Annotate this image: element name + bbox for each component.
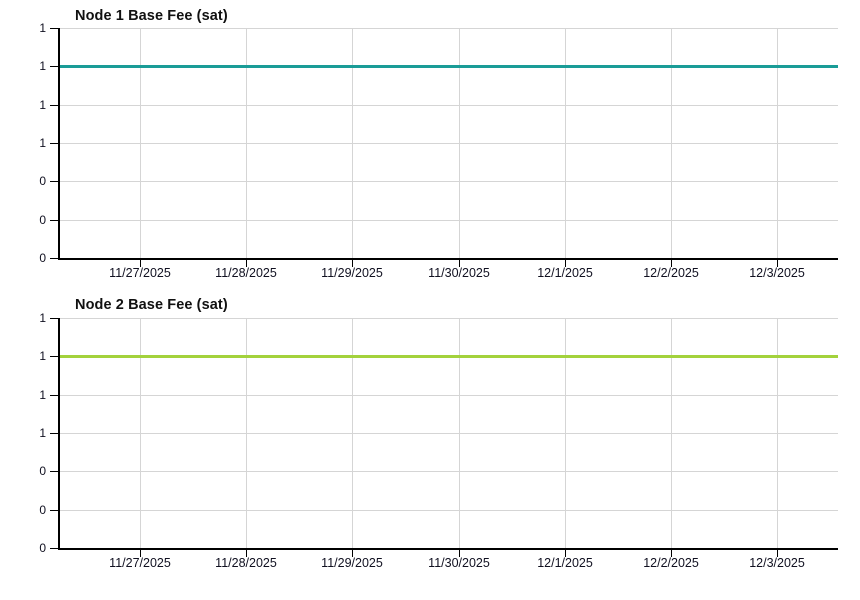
x-axis-tick-label: 12/3/2025	[749, 266, 805, 280]
y-axis-tick	[50, 181, 58, 182]
h-gridline	[60, 27, 838, 29]
y-axis-tick-label: 0	[39, 251, 46, 265]
h-gridline	[60, 180, 838, 182]
y-axis-tick	[50, 220, 58, 221]
x-axis-tick-label: 11/30/2025	[428, 556, 490, 570]
y-axis-tick-label: 1	[39, 349, 46, 363]
y-axis-tick	[50, 510, 58, 511]
y-axis-tick-label: 1	[39, 426, 46, 440]
x-axis-tick	[670, 548, 672, 557]
data-series-line-Node-1-base-fee	[60, 65, 838, 68]
v-gridline	[458, 318, 460, 548]
y-axis-tick	[50, 471, 58, 472]
x-axis-tick	[351, 258, 353, 267]
y-axis-tick	[50, 433, 58, 434]
y-axis-tick-label: 1	[39, 136, 46, 150]
data-series-line-Node-2-base-fee	[60, 355, 838, 358]
x-axis-tick-label: 12/1/2025	[537, 556, 593, 570]
y-axis-tick	[50, 395, 58, 396]
h-gridline	[60, 142, 838, 144]
y-axis-tick	[50, 28, 58, 29]
x-axis-tick-label: 11/29/2025	[321, 266, 383, 280]
x-axis-tick	[670, 258, 672, 267]
x-axis-tick-label: 11/28/2025	[215, 556, 277, 570]
x-axis-tick-label: 11/30/2025	[428, 266, 490, 280]
h-gridline	[60, 394, 838, 396]
chart-title-node2: Node 2 Base Fee (sat)	[75, 297, 228, 313]
x-axis-tick-label: 11/27/2025	[109, 556, 171, 570]
y-axis-tick	[50, 258, 58, 259]
y-axis-tick-label: 0	[39, 464, 46, 478]
y-axis-tick-label: 1	[39, 388, 46, 402]
h-gridline	[60, 470, 838, 472]
h-gridline	[60, 219, 838, 221]
h-gridline	[60, 317, 838, 319]
y-axis-tick-label: 1	[39, 59, 46, 73]
y-axis-tick	[50, 548, 58, 549]
x-axis-tick-label: 12/3/2025	[749, 556, 805, 570]
y-axis-tick-label: 1	[39, 311, 46, 325]
x-axis-tick	[139, 258, 141, 267]
v-gridline	[245, 28, 247, 258]
x-axis-tick	[776, 258, 778, 267]
y-axis-tick	[50, 318, 58, 319]
x-axis-tick-label: 11/29/2025	[321, 556, 383, 570]
v-gridline	[351, 28, 353, 258]
x-axis-tick	[351, 548, 353, 557]
x-axis-tick-label: 12/2/2025	[643, 266, 699, 280]
x-axis-tick	[564, 258, 566, 267]
x-axis-tick	[564, 548, 566, 557]
x-axis-tick	[245, 258, 247, 267]
h-gridline	[60, 104, 838, 106]
v-gridline	[458, 28, 460, 258]
chart-title-node1: Node 1 Base Fee (sat)	[75, 8, 228, 24]
plot-area-node2: 1 1 1 1 0 0 0 11/27/2025 11/28/2025 11/29/2025 11/…	[39, 311, 838, 570]
v-gridline	[351, 318, 353, 548]
x-axis-tick-label: 11/27/2025	[109, 266, 171, 280]
y-axis-tick	[50, 356, 58, 357]
y-axis-tick-label: 1	[39, 98, 46, 112]
y-axis-tick	[50, 143, 58, 144]
x-axis-tick	[139, 548, 141, 557]
plot-area-node1: 1 1 1 1 0 0 0 11/27/2025 11/28/2025 11/29/2025 11/…	[39, 21, 838, 280]
x-axis-tick	[458, 548, 460, 557]
x-axis-tick-label: 11/28/2025	[215, 266, 277, 280]
x-axis-tick-label: 12/1/2025	[537, 266, 593, 280]
h-gridline	[60, 432, 838, 434]
y-axis-tick-label: 0	[39, 174, 46, 188]
x-axis-tick	[245, 548, 247, 557]
v-gridline	[139, 318, 141, 548]
y-axis-tick-label: 0	[39, 541, 46, 555]
v-gridline	[245, 318, 247, 548]
y-axis-tick-label: 0	[39, 213, 46, 227]
x-axis-tick	[776, 548, 778, 557]
v-gridline	[670, 318, 672, 548]
y-axis-tick-label: 0	[39, 503, 46, 517]
y-axis-tick	[50, 66, 58, 67]
h-gridline	[60, 509, 838, 511]
y-axis-tick-label: 1	[39, 21, 46, 35]
x-axis-tick	[458, 258, 460, 267]
v-gridline	[776, 28, 778, 258]
y-axis-tick	[50, 105, 58, 106]
v-gridline	[139, 28, 141, 258]
v-gridline	[564, 28, 566, 258]
v-gridline	[670, 28, 672, 258]
v-gridline	[564, 318, 566, 548]
x-axis-tick-label: 12/2/2025	[643, 556, 699, 570]
v-gridline	[776, 318, 778, 548]
